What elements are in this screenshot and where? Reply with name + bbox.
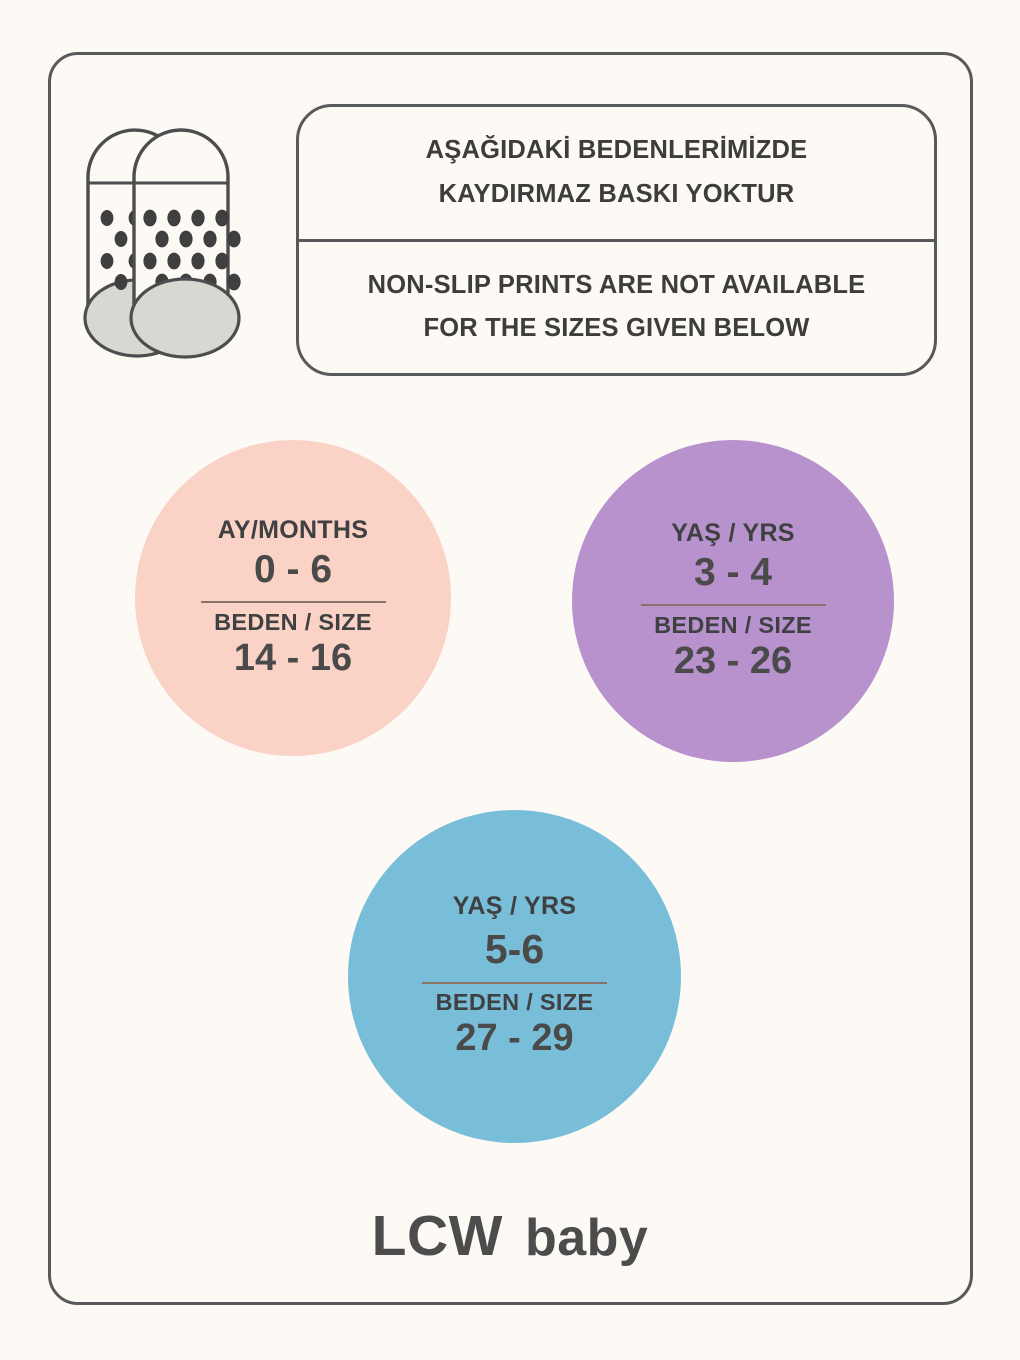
age-value: 0 - 6 [253, 547, 333, 591]
age-value: 5-6 [484, 926, 545, 973]
size-circle-months-0-6: AY/MONTHS 0 - 6 BEDEN / SIZE 14 - 16 [135, 440, 451, 756]
brand-secondary: baby [524, 1209, 649, 1267]
size-value: 27 - 29 [455, 1017, 574, 1060]
size-label: BEDEN / SIZE [654, 611, 812, 638]
notice-turkish: AŞAĞIDAKİ BEDENLERİMİZDE KAYDIRMAZ BASKI… [299, 107, 934, 242]
notice-english-line2: FOR THE SIZES GIVEN BELOW [423, 314, 810, 343]
notice-english-line1: NON-SLIP PRINTS ARE NOT AVAILABLE [367, 270, 866, 299]
size-value: 14 - 16 [233, 636, 353, 679]
notice-english: NON-SLIP PRINTS ARE NOT AVAILABLE FOR TH… [299, 242, 934, 374]
card-frame [48, 52, 973, 1305]
age-label: YAŞ / YRS [452, 892, 577, 921]
age-label: YAŞ / YRS [671, 518, 795, 547]
circle-divider [422, 982, 607, 985]
circle-divider [640, 603, 826, 606]
sock-front-shape [129, 128, 241, 359]
size-label: BEDEN / SIZE [214, 608, 372, 635]
notice-turkish-line1: AŞAĞIDAKİ BEDENLERİMİZDE [425, 136, 808, 165]
age-label: AY/MONTHS [217, 515, 369, 544]
age-value: 3 - 4 [693, 550, 773, 594]
size-value: 23 - 26 [673, 639, 793, 682]
non-slip-socks-icon [75, 105, 290, 380]
brand-logo: LCW baby [0, 1203, 1020, 1269]
notice-turkish-line2: KAYDIRMAZ BASKI YOKTUR [438, 179, 795, 208]
size-circle-years-5-6: YAŞ / YRS 5-6 BEDEN / SIZE 27 - 29 [348, 810, 681, 1143]
size-circle-years-3-4: YAŞ / YRS 3 - 4 BEDEN / SIZE 23 - 26 [572, 440, 894, 762]
brand-primary: LCW [371, 1204, 503, 1268]
circle-divider [200, 600, 386, 603]
size-label: BEDEN / SIZE [435, 989, 594, 1016]
notice-box: AŞAĞIDAKİ BEDENLERİMİZDE KAYDIRMAZ BASKI… [296, 104, 937, 376]
